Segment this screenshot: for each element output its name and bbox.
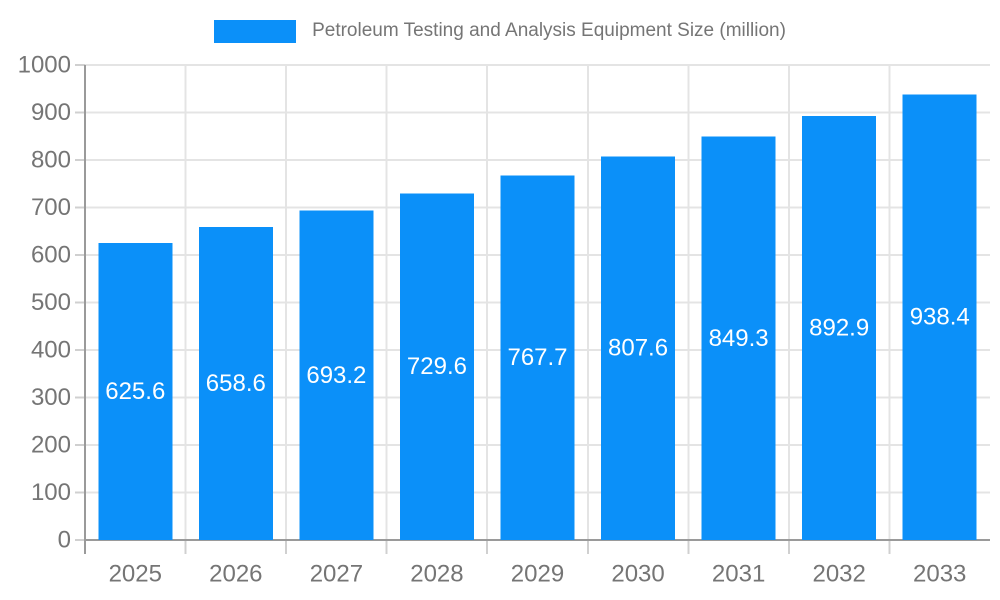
bar-value-label: 693.2 (306, 362, 366, 389)
y-axis-label: 900 (31, 99, 71, 126)
y-axis-label: 700 (31, 194, 71, 221)
x-axis-label: 2028 (410, 561, 463, 588)
y-axis-label: 800 (31, 147, 71, 174)
x-axis-label: 2033 (913, 561, 966, 588)
legend-swatch (214, 19, 297, 43)
x-axis-label: 2029 (511, 561, 564, 588)
y-axis-label: 1000 (18, 52, 71, 79)
x-axis-label: 2027 (310, 561, 363, 588)
bar-value-label: 658.6 (206, 370, 266, 397)
bar-value-label: 729.6 (407, 353, 467, 380)
bar (299, 210, 374, 541)
bar (701, 136, 776, 540)
y-axis-label: 200 (31, 432, 71, 459)
legend-label: Petroleum Testing and Analysis Equipment… (312, 20, 786, 41)
bar-value-label: 767.7 (507, 344, 567, 371)
bar (802, 115, 877, 540)
y-axis-label: 0 (58, 527, 71, 554)
bar (98, 242, 173, 540)
bar-value-label: 938.4 (910, 304, 970, 331)
x-axis-label: 2025 (109, 561, 162, 588)
y-axis-label: 100 (31, 479, 71, 506)
bar (902, 94, 977, 540)
x-axis-label: 2030 (611, 561, 664, 588)
x-axis-label: 2032 (812, 561, 865, 588)
bar-value-label: 849.3 (709, 325, 769, 352)
legend: Petroleum Testing and Analysis Equipment… (0, 16, 1000, 46)
y-axis-label: 500 (31, 289, 71, 316)
bar-value-label: 625.6 (105, 378, 165, 405)
y-axis-label: 300 (31, 384, 71, 411)
bar (198, 227, 273, 541)
y-axis-label: 600 (31, 242, 71, 269)
bar-value-label: 892.9 (809, 314, 869, 341)
bar-value-label: 807.6 (608, 335, 668, 362)
x-axis-label: 2031 (712, 561, 765, 588)
bar (500, 175, 575, 540)
x-axis-label: 2026 (209, 561, 262, 588)
y-axis-label: 400 (31, 337, 71, 364)
bar (601, 156, 676, 540)
bar (399, 193, 474, 540)
